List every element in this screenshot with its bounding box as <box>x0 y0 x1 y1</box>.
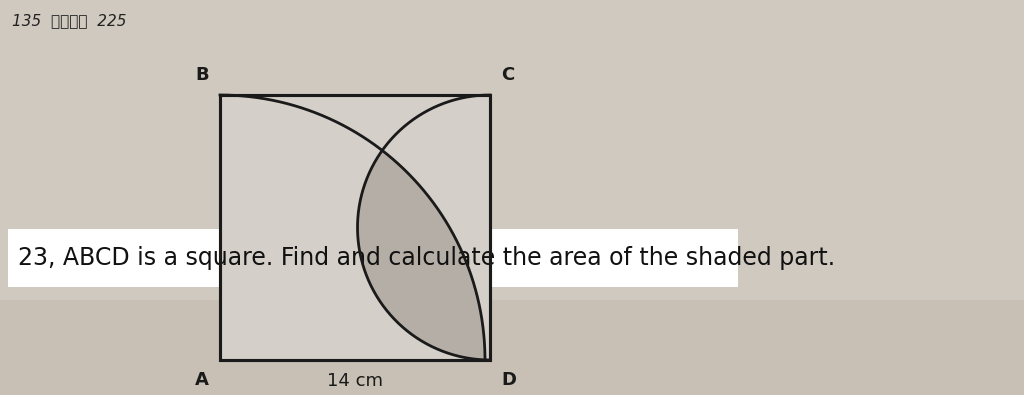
Bar <box>220 95 490 360</box>
Polygon shape <box>357 150 485 360</box>
Text: 135  माष्  225: 135 माष् 225 <box>12 13 127 28</box>
Bar <box>0 0 1024 300</box>
Text: 14 cm: 14 cm <box>327 372 383 390</box>
Text: 23, ABCD is a square. Find and calculate the area of the shaded part.: 23, ABCD is a square. Find and calculate… <box>18 246 836 270</box>
Bar <box>220 95 490 360</box>
Text: C: C <box>501 66 514 84</box>
Text: D: D <box>501 371 516 389</box>
Text: B: B <box>196 66 209 84</box>
Bar <box>8 229 738 287</box>
Text: A: A <box>196 371 209 389</box>
